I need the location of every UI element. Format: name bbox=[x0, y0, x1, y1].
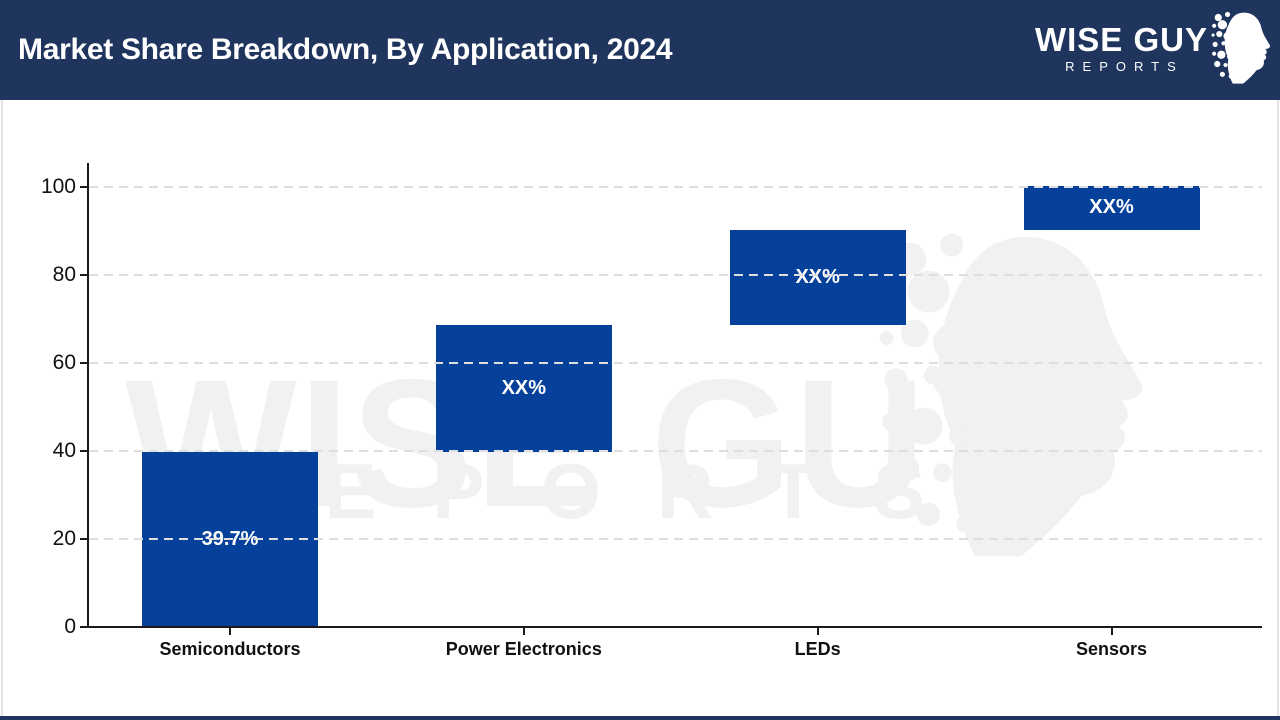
x-tick-mark bbox=[816, 627, 819, 635]
right-edge-border bbox=[1277, 100, 1279, 716]
footer-bar bbox=[0, 716, 1280, 720]
logo-text: WISE GUY REPORTS bbox=[1034, 20, 1208, 75]
left-edge-border bbox=[1, 100, 3, 716]
x-tick-mark bbox=[522, 627, 525, 635]
y-tick-mark bbox=[80, 185, 88, 188]
y-tick-label: 40 bbox=[52, 438, 76, 462]
x-tick-mark bbox=[1110, 627, 1113, 635]
bar-power-electronics: XX% bbox=[435, 324, 612, 452]
chart-title: Market Share Breakdown, By Application, … bbox=[18, 33, 673, 66]
bar-leds: XX% bbox=[729, 230, 906, 325]
x-axis-line bbox=[87, 625, 1262, 628]
gridline bbox=[89, 185, 1262, 188]
logo-reports-text: REPORTS bbox=[1065, 59, 1184, 75]
header-bar: Market Share Breakdown, By Application, … bbox=[0, 0, 1280, 100]
gridline bbox=[89, 273, 1262, 276]
y-tick-mark bbox=[80, 273, 88, 276]
y-tick-mark bbox=[80, 361, 88, 364]
y-tick-label: 80 bbox=[52, 262, 76, 286]
y-axis-line bbox=[87, 163, 89, 628]
bar-value-label: XX% bbox=[795, 265, 840, 288]
y-tick-label: 0 bbox=[64, 614, 76, 638]
gridline bbox=[89, 361, 1262, 364]
gridline bbox=[89, 449, 1262, 452]
y-tick-mark bbox=[80, 625, 88, 628]
wise-guy-logo: WISE GUY REPORTS bbox=[1035, 6, 1272, 90]
bar-sensors: XX% bbox=[1023, 185, 1200, 231]
category-label-power-electronics: Power Electronics bbox=[445, 639, 602, 659]
gridline bbox=[89, 537, 1262, 540]
bar-value-label: XX% bbox=[501, 376, 547, 399]
y-tick-mark bbox=[80, 537, 88, 540]
logo-face-icon bbox=[1210, 6, 1272, 90]
x-tick-mark bbox=[229, 627, 231, 635]
category-label-sensors: Sensors bbox=[1075, 639, 1148, 659]
logo-wiseguy-text: WISE GUY bbox=[1034, 20, 1208, 58]
bar-value-label: XX% bbox=[1089, 196, 1134, 219]
watermark-reports-text: REPORTS bbox=[212, 447, 982, 535]
y-tick-label: 60 bbox=[52, 350, 76, 374]
category-label-semiconductors: Semiconductors bbox=[159, 639, 301, 659]
y-tick-label: 100 bbox=[40, 174, 76, 198]
y-tick-mark bbox=[80, 449, 88, 452]
category-label-leds: LEDs bbox=[794, 639, 841, 659]
y-tick-label: 20 bbox=[52, 526, 76, 550]
